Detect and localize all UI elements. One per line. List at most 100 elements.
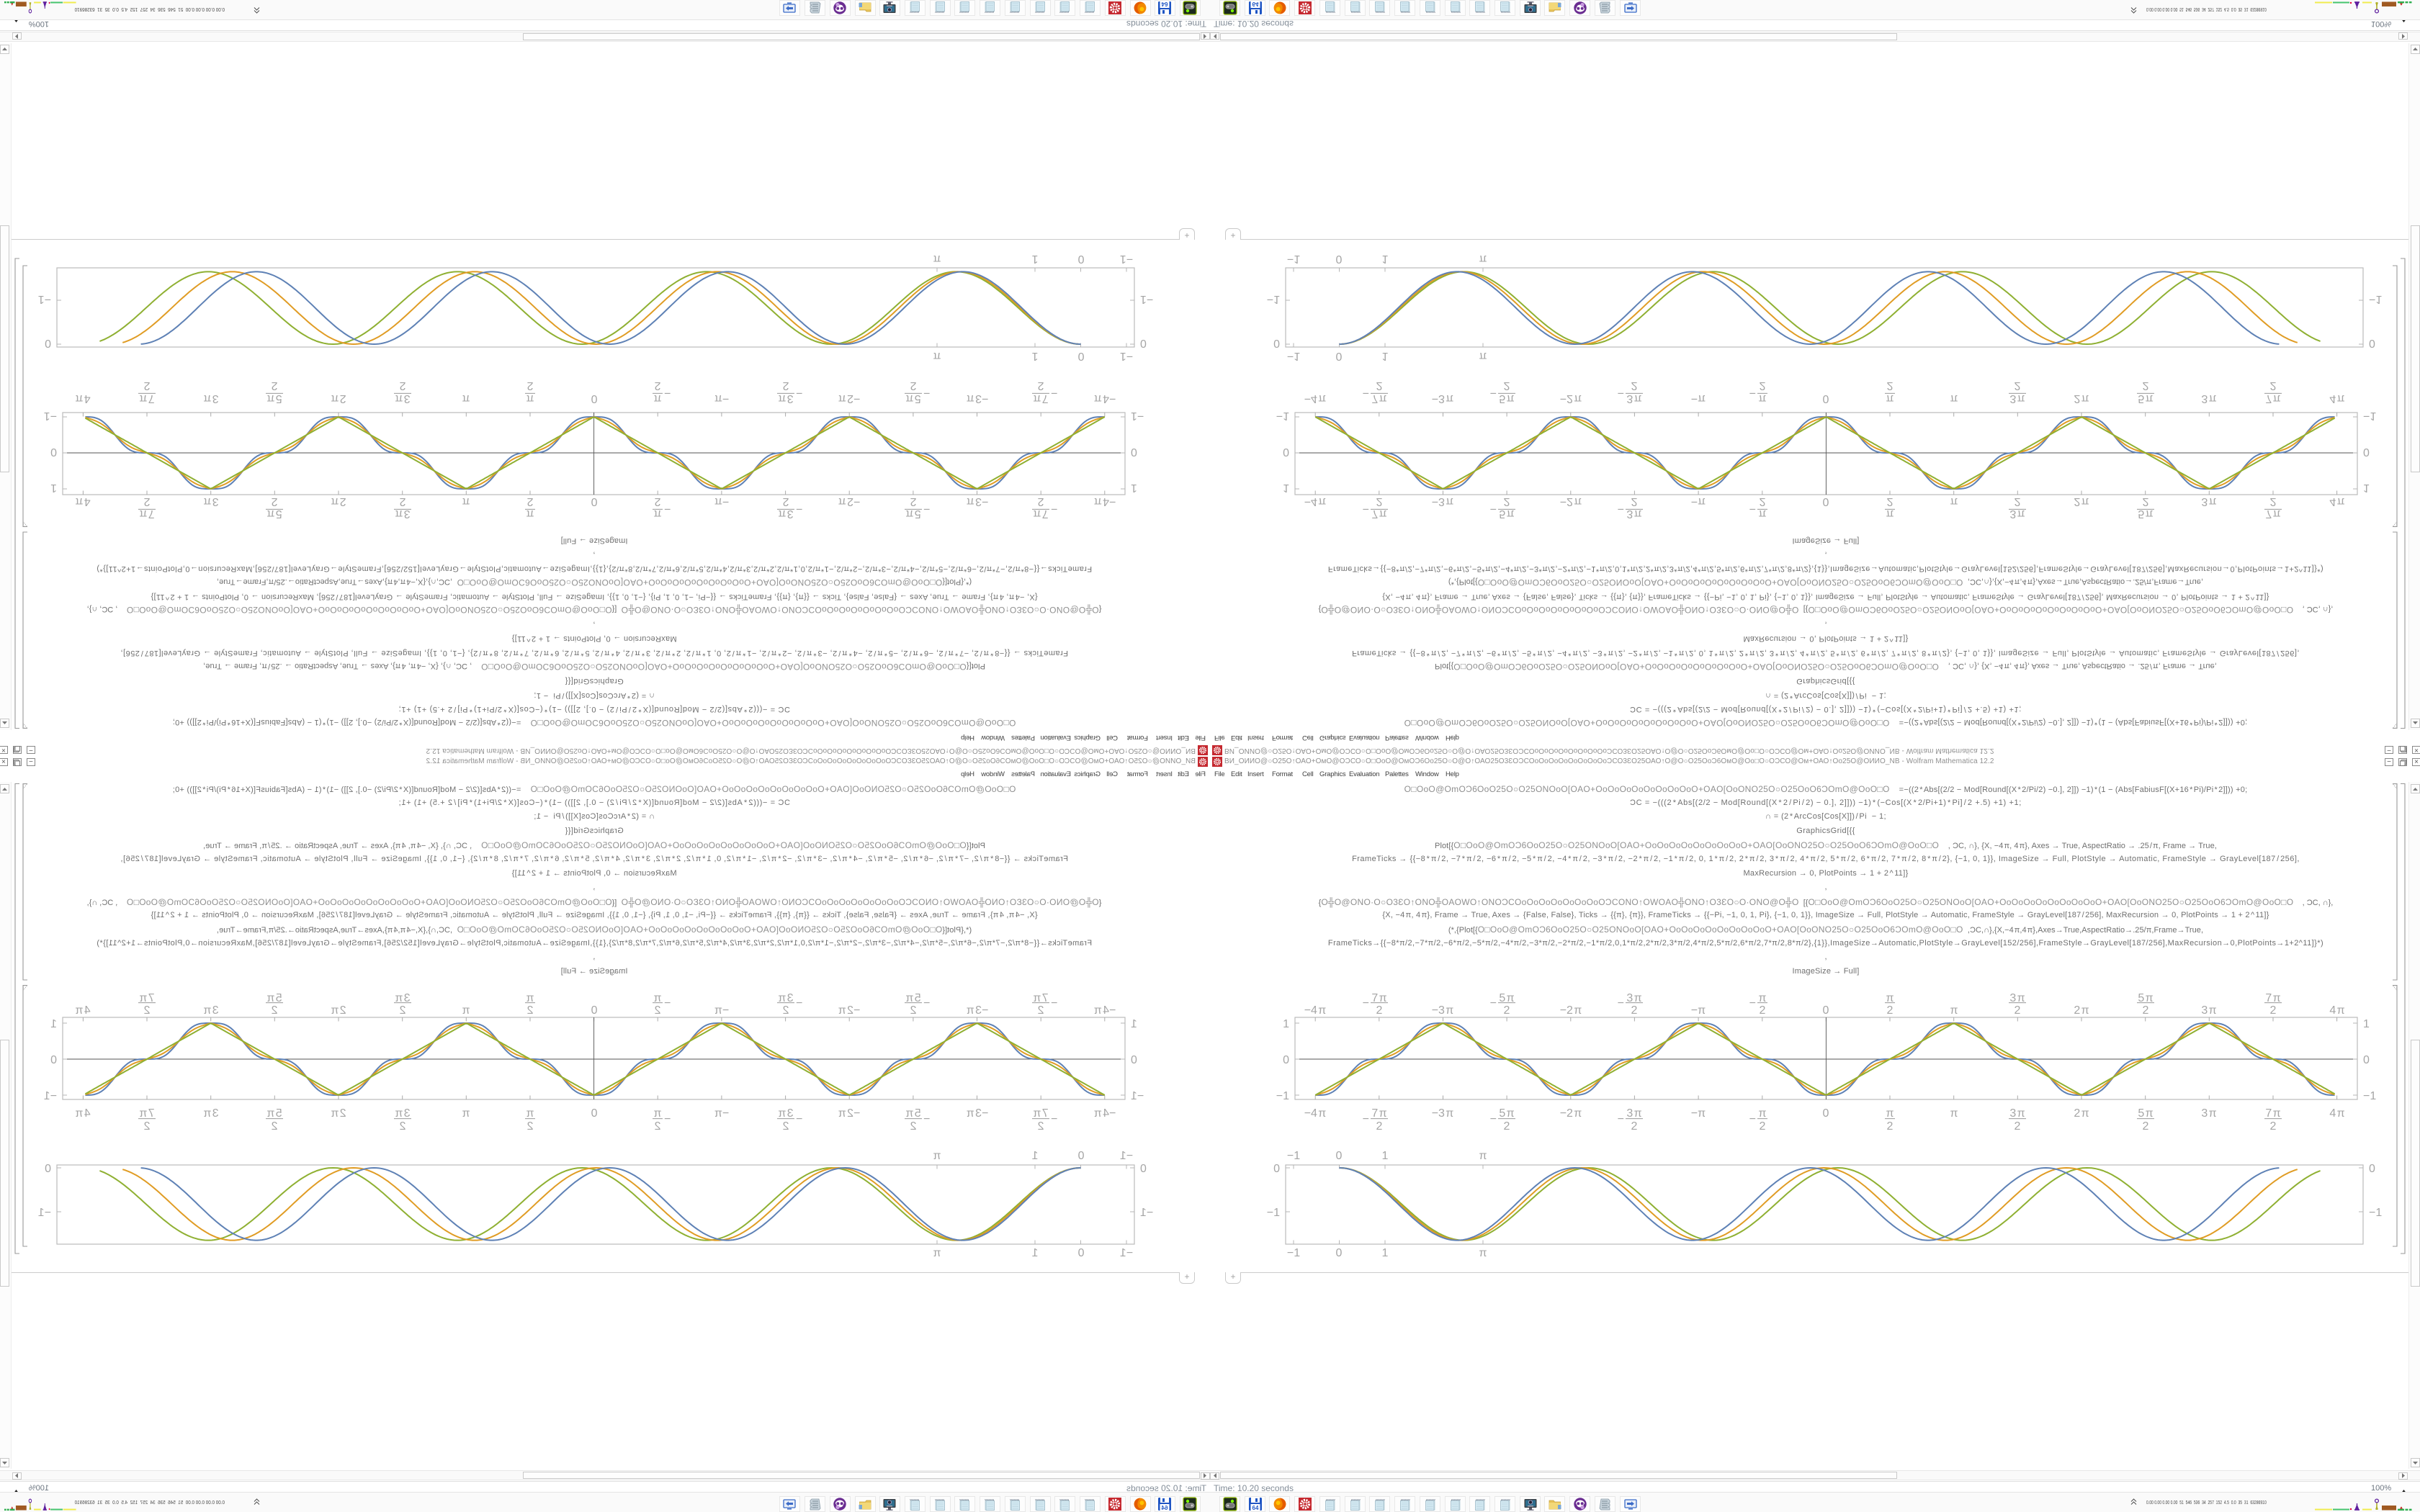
svg-text:5 π: 5 π (1499, 508, 1514, 520)
svg-text:2 π: 2 π (331, 1004, 346, 1017)
svg-text:−: − (1051, 387, 1057, 399)
svg-text:−3 π: −3 π (967, 1004, 989, 1017)
svg-text:π: π (653, 1107, 661, 1120)
svg-text:7 π: 7 π (139, 992, 154, 1004)
svg-text:−: − (796, 997, 802, 1009)
svg-text:1: 1 (1382, 1247, 1389, 1259)
svg-text:5 π: 5 π (905, 392, 920, 405)
svg-text:3 π: 3 π (778, 992, 793, 1004)
svg-text:2: 2 (526, 1004, 533, 1017)
svg-text:−π: −π (714, 392, 729, 405)
svg-text:7 π: 7 π (1033, 392, 1048, 405)
svg-text:0: 0 (2363, 446, 2370, 458)
svg-text:π: π (1758, 392, 1766, 405)
svg-text:2: 2 (910, 1120, 916, 1133)
svg-text:5 π: 5 π (1499, 992, 1514, 1004)
svg-text:7 π: 7 π (1033, 1107, 1048, 1120)
svg-text:−3 π: −3 π (1432, 392, 1454, 405)
svg-text:5 π: 5 π (2138, 1107, 2153, 1120)
svg-text:π: π (1886, 392, 1894, 405)
svg-text:−1: −1 (2369, 1207, 2382, 1219)
svg-text:−: − (1363, 503, 1369, 515)
svg-text:1: 1 (1382, 253, 1389, 265)
svg-text:5 π: 5 π (2138, 992, 2153, 1004)
svg-text:π: π (462, 495, 470, 508)
svg-text:−3 π: −3 π (967, 495, 989, 508)
svg-text:2: 2 (1504, 495, 1510, 508)
svg-text:3 π: 3 π (2201, 1004, 2216, 1017)
svg-text:1: 1 (50, 482, 57, 494)
svg-text:4 π: 4 π (75, 495, 90, 508)
svg-text:1: 1 (2363, 482, 2370, 494)
svg-text:2: 2 (1037, 1120, 1044, 1133)
svg-text:2: 2 (526, 1120, 533, 1133)
svg-text:2: 2 (1760, 1120, 1766, 1133)
svg-text:2: 2 (1631, 1004, 1638, 1017)
svg-text:−: − (796, 387, 802, 399)
svg-text:3 π: 3 π (203, 1004, 218, 1017)
svg-text:−: − (1051, 997, 1057, 1009)
svg-text:0: 0 (45, 337, 51, 349)
svg-text:0: 0 (1273, 337, 1280, 349)
svg-text:2: 2 (1631, 1120, 1638, 1133)
svg-text:0: 0 (2369, 1163, 2375, 1175)
svg-text:7 π: 7 π (139, 1107, 154, 1120)
svg-text:7 π: 7 π (2265, 392, 2280, 405)
svg-text:−2 π: −2 π (1560, 392, 1582, 405)
svg-text:−1: −1 (1276, 410, 1289, 422)
svg-text:−1: −1 (38, 293, 51, 305)
svg-text:π: π (1886, 508, 1894, 520)
svg-text:−: − (923, 1113, 930, 1125)
svg-text:2: 2 (399, 379, 405, 392)
svg-text:2: 2 (1376, 1004, 1383, 1017)
svg-text:2: 2 (782, 495, 789, 508)
svg-text:−2 π: −2 π (838, 1107, 861, 1120)
svg-text:3 π: 3 π (2201, 495, 2216, 508)
svg-text:−: − (1363, 997, 1369, 1009)
svg-text:−: − (1490, 503, 1497, 515)
svg-text:5 π: 5 π (266, 508, 282, 520)
svg-text:π: π (933, 350, 941, 362)
svg-text:0: 0 (1283, 446, 1289, 458)
svg-text:5 π: 5 π (266, 1107, 282, 1120)
svg-text:−: − (1490, 997, 1497, 1009)
svg-text:2: 2 (143, 1120, 150, 1133)
svg-text:−: − (1618, 387, 1624, 399)
svg-text:0: 0 (2363, 1054, 2370, 1066)
svg-text:−1: −1 (2363, 410, 2376, 422)
svg-text:1: 1 (1031, 1247, 1038, 1259)
svg-text:−4 π: −4 π (1304, 392, 1327, 405)
svg-text:π: π (1479, 253, 1487, 265)
svg-text:2: 2 (1760, 1004, 1766, 1017)
svg-text:−: − (796, 503, 802, 515)
svg-text:2: 2 (526, 495, 533, 508)
svg-text:0: 0 (1131, 446, 1137, 458)
svg-text:2: 2 (2270, 1120, 2277, 1133)
svg-text:2: 2 (910, 495, 916, 508)
svg-text:−: − (664, 503, 671, 515)
svg-text:3 π: 3 π (1626, 992, 1641, 1004)
svg-text:−2 π: −2 π (1560, 1004, 1582, 1017)
svg-text:π: π (1758, 508, 1766, 520)
svg-text:−π: −π (714, 1107, 729, 1120)
svg-text:π: π (933, 1150, 941, 1162)
svg-text:5 π: 5 π (1499, 392, 1514, 405)
svg-text:0: 0 (1077, 253, 1084, 265)
svg-text:π: π (462, 1107, 470, 1120)
svg-text:2: 2 (1760, 495, 1766, 508)
svg-text:5 π: 5 π (1499, 1107, 1514, 1120)
svg-text:2: 2 (1037, 1004, 1044, 1017)
svg-text:0: 0 (1140, 1163, 1147, 1175)
svg-text:2: 2 (654, 1120, 660, 1133)
svg-text:−4 π: −4 π (1094, 1107, 1116, 1120)
svg-text:2 π: 2 π (331, 392, 346, 405)
svg-text:π: π (653, 992, 661, 1004)
svg-text:π: π (526, 992, 534, 1004)
svg-text:−π: −π (1691, 1107, 1706, 1120)
svg-text:2: 2 (2270, 495, 2277, 508)
svg-text:2: 2 (782, 379, 789, 392)
svg-text:−1: −1 (2363, 1090, 2376, 1102)
svg-text:2: 2 (399, 1004, 405, 1017)
svg-text:2: 2 (654, 495, 660, 508)
svg-text:3 π: 3 π (203, 392, 218, 405)
